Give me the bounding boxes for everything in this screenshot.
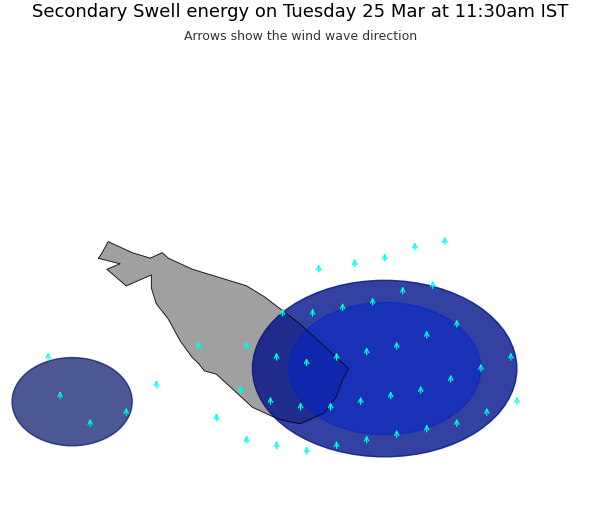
Text: Arrows show the wind wave direction: Arrows show the wind wave direction <box>184 30 417 43</box>
Ellipse shape <box>252 280 517 457</box>
Text: Secondary Swell energy on Tuesday 25 Mar at 11:30am IST: Secondary Swell energy on Tuesday 25 Mar… <box>32 3 569 21</box>
Ellipse shape <box>288 303 481 435</box>
Polygon shape <box>99 242 349 424</box>
Ellipse shape <box>12 357 132 446</box>
